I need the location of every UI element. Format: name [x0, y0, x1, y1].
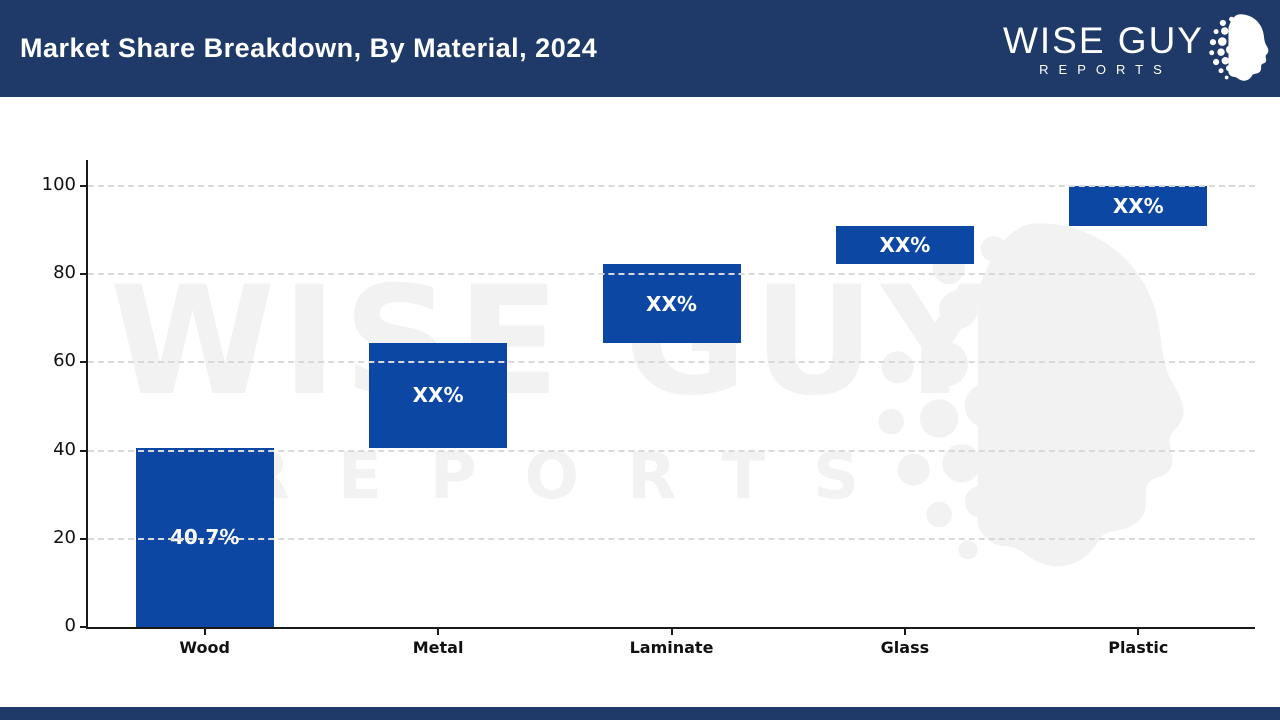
x-axis-tick-mark — [1137, 629, 1140, 635]
wise-guy-logo: WISE GUY REPORTS — [1003, 0, 1270, 97]
y-axis-tick-label: 40 — [53, 438, 76, 460]
bar-value-label: XX% — [412, 383, 464, 408]
y-axis-line — [86, 160, 88, 629]
x-axis-category-label: Wood — [179, 638, 230, 657]
bar-value-label: XX% — [879, 232, 931, 257]
x-axis-tick-mark — [903, 629, 906, 635]
x-axis-category-label: Plastic — [1108, 638, 1169, 657]
logo-text: WISE GUY REPORTS — [1003, 22, 1204, 76]
y-axis-tick-mark — [80, 273, 87, 276]
header-bar: Market Share Breakdown, By Material, 202… — [0, 0, 1280, 97]
x-axis-tick-mark — [437, 629, 440, 635]
watermark-head-icon — [872, 205, 1192, 600]
x-axis-tick-mark — [670, 629, 673, 635]
watermark-subtitle: REPORTS — [240, 440, 908, 514]
y-axis-tick-mark — [80, 361, 87, 364]
y-axis-tick-label: 60 — [53, 350, 76, 372]
gridline-20 — [88, 537, 1255, 540]
y-axis-tick-mark — [80, 185, 87, 187]
bar-laminate: XX% — [602, 264, 741, 343]
bar-value-label: XX% — [646, 291, 697, 316]
gridline-40 — [88, 449, 1255, 452]
bar-metal: XX% — [369, 342, 508, 448]
y-axis-tick-mark — [80, 449, 87, 452]
bar-wood: 40.7% — [135, 447, 274, 627]
logo-wordmark: WISE GUY — [1002, 19, 1204, 61]
y-axis-tick-label: 100 — [41, 174, 76, 195]
y-axis-tick-mark — [80, 626, 87, 628]
x-axis-line — [86, 627, 1255, 629]
bar-glass: XX% — [835, 225, 974, 265]
y-axis-tick-label: 0 — [64, 615, 76, 636]
gridline-80 — [88, 273, 1255, 276]
y-axis-tick-mark — [80, 537, 87, 540]
bar-value-label: XX% — [1112, 193, 1164, 218]
x-axis-tick-mark — [203, 629, 206, 635]
x-axis-category-label: Laminate — [629, 638, 714, 657]
bar-value-label: 40.7% — [169, 525, 240, 550]
y-axis-tick-label: 80 — [53, 262, 76, 284]
y-axis-tick-label: 20 — [53, 526, 76, 548]
head-profile-icon — [1208, 6, 1270, 92]
x-axis-category-label: Glass — [880, 638, 930, 657]
footer-bar — [0, 707, 1280, 720]
bar-plastic: XX% — [1069, 186, 1208, 226]
x-axis-category-label: Metal — [412, 638, 464, 657]
logo-subtitle: REPORTS — [1039, 61, 1172, 77]
watermark-wordmark: WISE GUY — [110, 255, 996, 429]
page-title: Market Share Breakdown, By Material, 202… — [20, 33, 598, 63]
gridline-60 — [88, 361, 1255, 364]
gridline-100 — [88, 185, 1255, 187]
